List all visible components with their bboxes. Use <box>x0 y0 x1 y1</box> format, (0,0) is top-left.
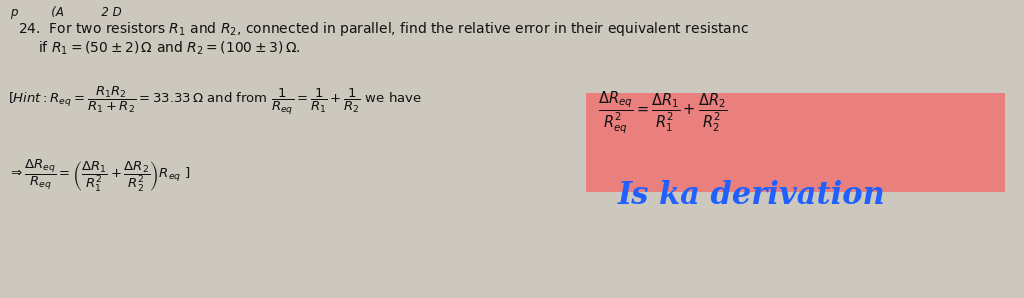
Text: Is ka derivation: Is ka derivation <box>618 180 886 211</box>
Text: 24.  For two resistors $R_1$ and $R_2$, connected in parallel, find the relative: 24. For two resistors $R_1$ and $R_2$, c… <box>18 20 749 38</box>
Text: $\dfrac{\Delta R_{eq}}{R_{eq}^2} = \dfrac{\Delta R_1}{R_1^2} + \dfrac{\Delta R_2: $\dfrac{\Delta R_{eq}}{R_{eq}^2} = \dfra… <box>598 90 727 136</box>
Text: $\Rightarrow \dfrac{\Delta R_{eq}}{R_{eq}} = \left(\dfrac{\Delta R_1}{R_1^2} + \: $\Rightarrow \dfrac{\Delta R_{eq}}{R_{eq… <box>8 158 190 194</box>
Text: if $R_1 = (50 \pm 2)\,\Omega$ and $R_2 = (100 \pm 3)\,\Omega$.: if $R_1 = (50 \pm 2)\,\Omega$ and $R_2 =… <box>38 40 301 58</box>
Text: $[Hint : R_{eq} = \dfrac{R_1 R_2}{R_1 + R_2} = 33.33\,\Omega$ and from $\dfrac{1: $[Hint : R_{eq} = \dfrac{R_1 R_2}{R_1 + … <box>8 85 422 117</box>
Text: p         (A          2 D: p (A 2 D <box>10 6 122 19</box>
FancyBboxPatch shape <box>586 93 1005 192</box>
